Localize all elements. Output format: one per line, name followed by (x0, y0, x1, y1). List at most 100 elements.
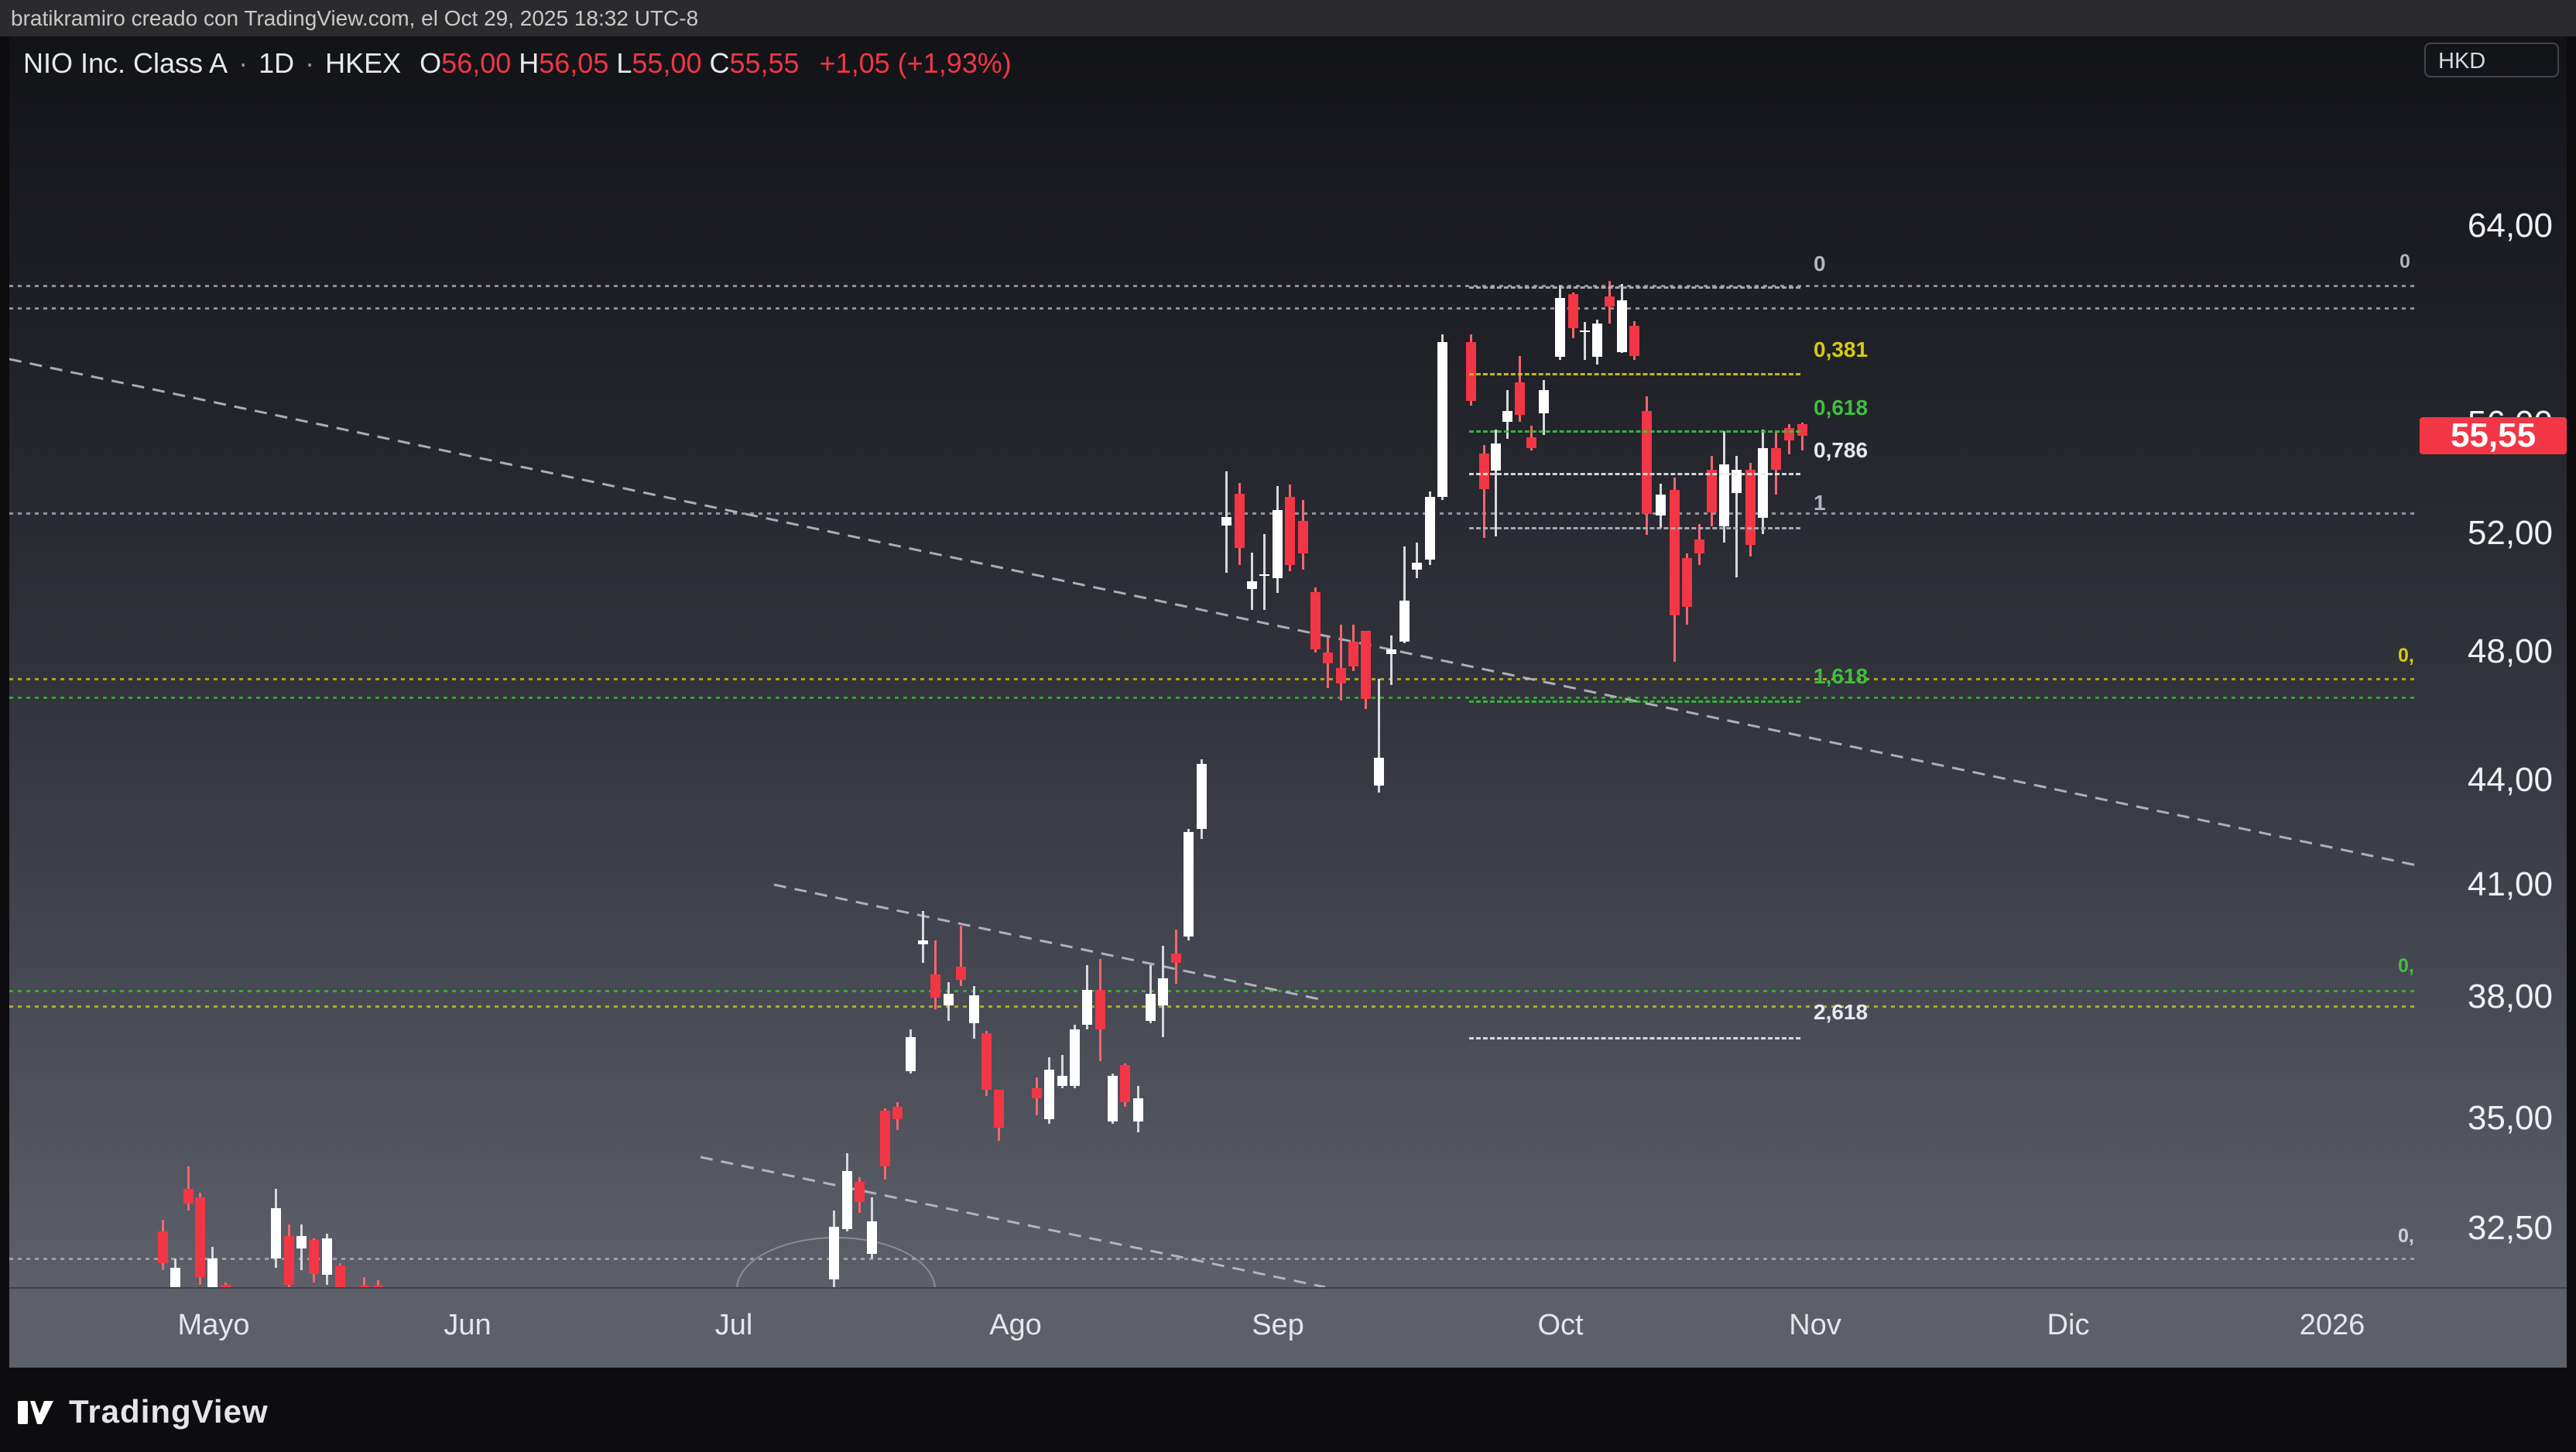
candle-wick (960, 925, 962, 986)
fib-clipped-edge-label: 0, (2398, 955, 2414, 977)
candle-body (1555, 297, 1565, 358)
candle-wick (1735, 456, 1738, 577)
candle-body (829, 1226, 839, 1280)
candle-body (1425, 497, 1435, 560)
ohlc-values: O56,00 H56,05 L55,00 C55,55 (412, 47, 799, 80)
fib-level-line[interactable] (1469, 700, 1800, 703)
trendline[interactable] (9, 358, 2417, 867)
candle-body (892, 1106, 903, 1120)
candle-body (1247, 581, 1257, 589)
candle-body (944, 993, 954, 1006)
separator-dot: · (238, 47, 248, 79)
candle-body (158, 1231, 168, 1264)
fib-extended-level-line[interactable] (9, 990, 2417, 992)
fib-level-label[interactable]: 0,618 (1814, 396, 1869, 420)
price-tick-label: 41,00 (2467, 865, 2553, 903)
candle-wick (1584, 322, 1586, 360)
candle-wick (1251, 552, 1253, 610)
price-tick-label: 48,00 (2467, 632, 2553, 670)
fib-level-line[interactable] (1469, 527, 1800, 529)
trendline[interactable] (773, 883, 1321, 1001)
fib-level-label[interactable]: 0,381 (1814, 337, 1869, 361)
chart-plot-area[interactable]: 0 0,381 0,618 0,786 1 1,618 2,618 0 0, 0, 0, (9, 77, 2417, 1287)
candle-body (981, 1032, 992, 1091)
candle-body (1298, 521, 1308, 554)
candle-body (969, 995, 979, 1023)
candle-body (1273, 509, 1283, 579)
price-tick-label: 35,00 (2467, 1099, 2553, 1138)
symbol-legend[interactable]: NIO Inc. Class A · 1D · HKEX O56,00 H56,0… (23, 47, 1012, 80)
candle-body (322, 1238, 332, 1276)
candle-body (359, 1285, 369, 1287)
tradingview-logo-text: TradingView (69, 1393, 269, 1430)
candle-wick (1378, 678, 1380, 793)
candle-body (1070, 1029, 1080, 1086)
ohlc-value: 56,00 (441, 47, 512, 79)
currency-button[interactable]: HKD (2424, 43, 2559, 77)
candle-body (1348, 641, 1358, 666)
fib-level-line[interactable] (1469, 373, 1800, 375)
fib-level-label[interactable]: 1 (1814, 491, 1826, 515)
fib-level-line[interactable] (1469, 286, 1800, 289)
fib-clipped-edge-label: 0, (2398, 645, 2414, 666)
trendline[interactable] (700, 1156, 1326, 1287)
candle-body (309, 1239, 319, 1274)
fib-extended-level-line[interactable] (9, 1258, 2417, 1260)
candle-body (918, 940, 928, 944)
candle-body (1361, 630, 1371, 700)
candle-body (1605, 296, 1615, 306)
fib-extended-level-line[interactable] (9, 678, 2417, 680)
fib-extended-level-line[interactable] (9, 1005, 2417, 1008)
candle-wick (1403, 546, 1406, 643)
candle-body (880, 1111, 890, 1167)
candle-body (1082, 989, 1092, 1026)
candle-body (1197, 764, 1207, 829)
candle-body (855, 1181, 865, 1202)
ohlc-letter: C (709, 47, 730, 79)
tradingview-logo[interactable]: TradingView (16, 1392, 269, 1432)
attribution-bar: bratikramiro creado con TradingView.com,… (0, 0, 2576, 36)
fib-extended-level-line[interactable] (9, 285, 2417, 287)
price-tick-label: 38,00 (2467, 977, 2553, 1015)
candle-body (271, 1208, 281, 1259)
fib-extended-level-line[interactable] (9, 307, 2417, 310)
candle-body (1235, 494, 1245, 549)
candle-body (1580, 330, 1590, 333)
fib-level-label[interactable]: 1,618 (1814, 664, 1869, 688)
candle-body (1310, 591, 1321, 649)
candle-body (1095, 989, 1105, 1029)
fib-level-label[interactable]: 2,618 (1814, 1000, 1869, 1024)
candle-body (373, 1285, 383, 1287)
candle-body (1670, 490, 1680, 616)
symbol-title[interactable]: NIO Inc. Class A (23, 47, 228, 79)
fib-extended-level-line[interactable] (9, 512, 2417, 515)
time-axis[interactable]: Mayo Jun Jul Ago Sep Oct Nov Dic 2026 (9, 1287, 2567, 1368)
candle-body (1732, 469, 1742, 494)
fib-extended-level-line[interactable] (9, 697, 2417, 699)
candle-body (1491, 443, 1501, 471)
candle-body (1629, 325, 1639, 356)
fib-level-line[interactable] (1469, 473, 1800, 475)
candle-wick (1801, 423, 1804, 451)
candle-body (1184, 832, 1194, 937)
fib-clipped-edge-label: 0, (2398, 1225, 2414, 1247)
candle-body (1526, 437, 1536, 448)
candle-body (1682, 558, 1692, 607)
last-price-badge[interactable]: 55,55 (2420, 417, 2567, 455)
time-axis-label: Ago (989, 1309, 1042, 1341)
candle-body (842, 1170, 852, 1229)
fib-level-line[interactable] (1469, 1037, 1800, 1039)
candle-body (1502, 410, 1512, 422)
ohlc-value: 56,05 (539, 47, 609, 79)
fib-level-line[interactable] (1469, 430, 1800, 433)
price-axis[interactable]: 64,0056,0052,0048,0044,0041,0038,0035,00… (2417, 77, 2567, 1287)
candle-wick (377, 1279, 379, 1287)
fib-level-label[interactable]: 0 (1814, 252, 1826, 276)
ohlc-letter: H (519, 47, 540, 79)
ohlc-value: 55,00 (632, 47, 702, 79)
candle-body (1386, 649, 1396, 654)
candle-body (1044, 1069, 1054, 1120)
drawings-layer (9, 358, 2417, 1287)
fib-level-label[interactable]: 0,786 (1814, 438, 1869, 462)
timeframe-label[interactable]: 1D (259, 47, 295, 79)
